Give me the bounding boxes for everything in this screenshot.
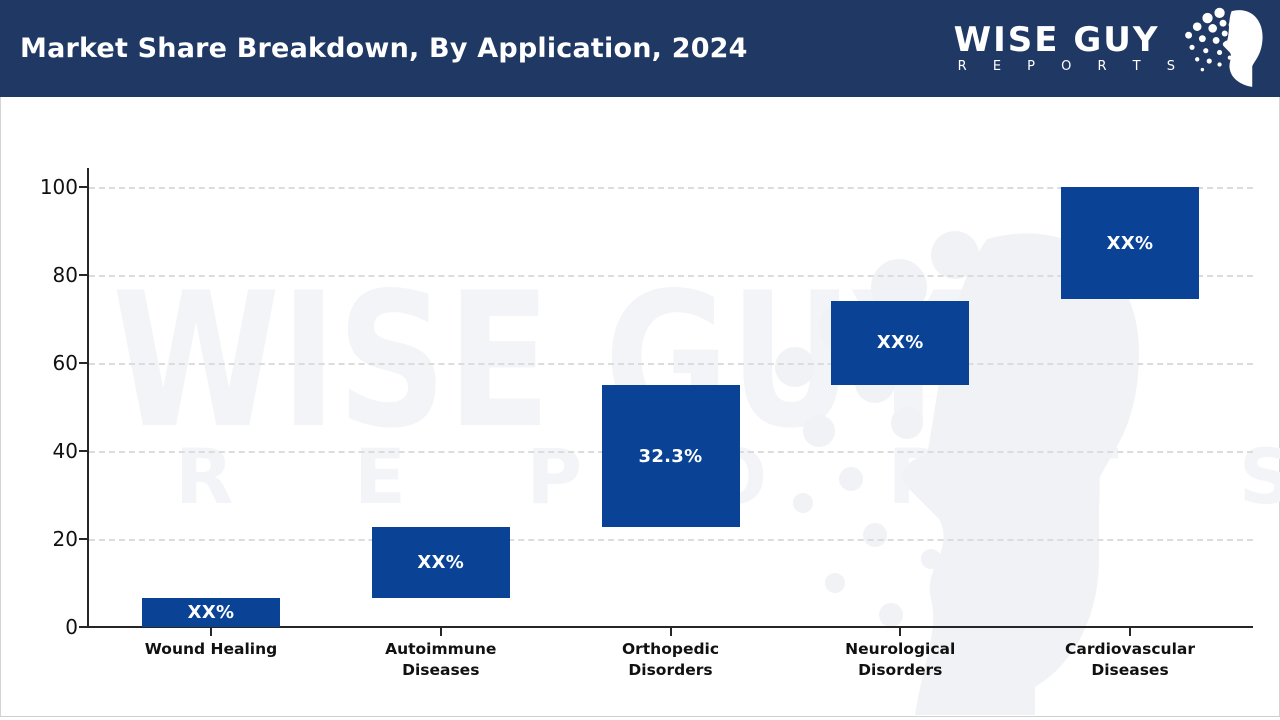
gridline [89,363,1253,365]
y-tick-label: 20 [52,527,78,551]
y-tick-mark [79,362,87,364]
x-tick-mark [439,628,442,636]
bar-value-label: XX% [417,552,465,574]
category-label: Wound Healing [144,640,278,658]
gridline [89,539,1253,541]
bar-Orthopedic Disorders: 32.3% [601,385,740,528]
y-tick-mark [79,538,87,540]
chart-title: Market Share Breakdown, By Application, … [20,33,748,64]
y-tick-mark [79,274,87,276]
gridline [89,187,1253,189]
y-axis-line [87,168,89,628]
y-tick-label: 100 [39,175,78,199]
header-bar: Market Share Breakdown, By Application, … [0,0,1280,97]
category-label: Cardiovascular Diseases [1065,640,1195,679]
category-label: Autoimmune Diseases [385,640,497,679]
y-tick-mark [79,626,87,628]
logo-reports-text: R E P O R T S [957,59,1186,74]
y-tick-mark [79,186,87,188]
bar-value-label: 32.3% [638,445,703,467]
wise-guy-reports-logo: WISE GUY R E P O R T S [954,6,1280,92]
category-label: Neurological Disorders [845,640,956,679]
category-label: Orthopedic Disorders [621,640,720,679]
y-tick-label: 60 [52,351,78,375]
bar-value-label: XX% [876,332,924,354]
logo-wiseguy-text: WISE GUY [953,20,1160,60]
bar-Cardiovascular Diseases: XX% [1061,187,1199,300]
x-tick-mark [210,628,212,636]
x-tick-mark [669,628,672,636]
logo-face-dots-icon [1185,7,1263,87]
y-tick-label: 40 [52,439,78,463]
bar-Wound Healing: XX% [142,597,280,627]
x-tick-mark [1129,628,1131,636]
bar-Autoimmune Diseases: XX% [371,527,510,598]
x-axis-line [86,626,1253,628]
x-tick-mark [899,628,902,636]
bar-Neurological Disorders: XX% [831,300,970,385]
y-tick-mark [79,450,87,452]
y-tick-label: 80 [52,263,78,287]
gridline [89,275,1253,277]
bar-value-label: XX% [1106,232,1154,254]
y-tick-label: 0 [65,615,78,639]
bar-value-label: XX% [187,601,235,623]
